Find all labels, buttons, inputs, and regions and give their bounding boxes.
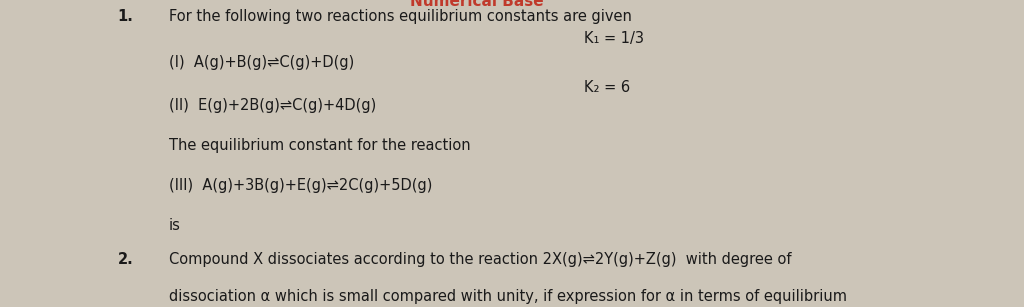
Text: 1.: 1.	[118, 9, 134, 24]
Text: For the following two reactions equilibrium constants are given: For the following two reactions equilibr…	[169, 9, 632, 24]
Text: Compound X dissociates according to the reaction 2X(g)⇌2Y(g)+Z(g)  with degree o: Compound X dissociates according to the …	[169, 252, 792, 267]
Text: 2.: 2.	[118, 252, 133, 267]
Text: dissociation α which is small compared with unity, if expression for α in terms : dissociation α which is small compared w…	[169, 289, 847, 304]
Text: (II)  E(g)+2B(g)⇌C(g)+4D(g): (II) E(g)+2B(g)⇌C(g)+4D(g)	[169, 98, 376, 113]
Text: is: is	[169, 218, 181, 233]
Text: Numerical Base: Numerical Base	[410, 0, 543, 9]
Text: (I)  A(g)+B(g)⇌C(g)+D(g): (I) A(g)+B(g)⇌C(g)+D(g)	[169, 55, 354, 70]
Text: (III)  A(g)+3B(g)+E(g)⇌2C(g)+5D(g): (III) A(g)+3B(g)+E(g)⇌2C(g)+5D(g)	[169, 178, 432, 193]
Text: K₁ = 1/3: K₁ = 1/3	[584, 31, 644, 46]
Text: K₂ = 6: K₂ = 6	[584, 80, 630, 95]
Text: The equilibrium constant for the reaction: The equilibrium constant for the reactio…	[169, 138, 471, 153]
